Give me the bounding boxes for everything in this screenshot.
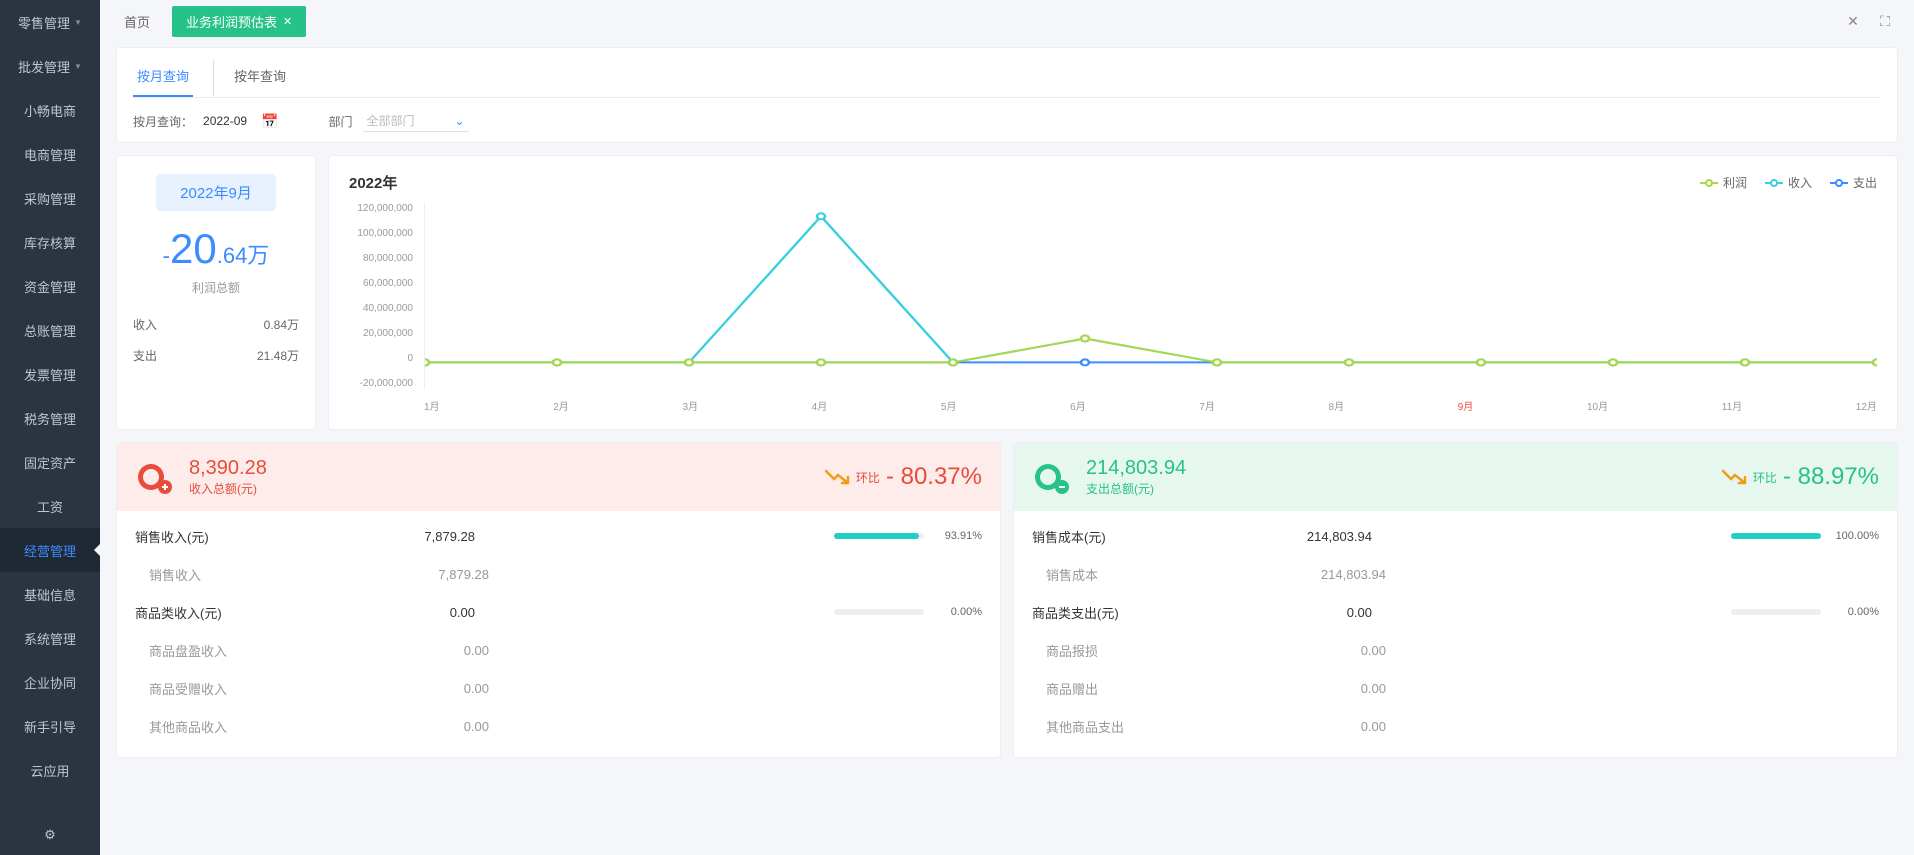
month-filter-label: 按月查询： — [133, 113, 193, 130]
sidebar-item[interactable]: 基础信息 — [0, 572, 100, 616]
chart-x-axis: 1月2月3月4月5月6月7月8月9月10月11月12月 — [424, 398, 1877, 413]
sidebar-item[interactable]: 新手引导 — [0, 704, 100, 748]
query-panel: 按月查询 按年查询 按月查询： 2022-09 📅 部门 全部部门 ⌄ — [116, 47, 1898, 143]
sidebar-item[interactable]: 总账管理 — [0, 308, 100, 352]
query-tab-month[interactable]: 按月查询 — [133, 60, 193, 97]
chevron-down-icon: ⌄ — [455, 114, 465, 128]
summary-panel: 2022年9月 -20.64万 利润总额 收入0.84万 支出21.48万 — [116, 155, 316, 430]
sidebar-item[interactable]: 小畅电商 — [0, 88, 100, 132]
sidebar-item[interactable]: 系统管理 — [0, 616, 100, 660]
month-badge: 2022年9月 — [156, 174, 276, 211]
sidebar-item[interactable]: 云应用 — [0, 748, 100, 792]
sidebar-item[interactable]: 采购管理 — [0, 176, 100, 220]
sidebar-settings[interactable]: ⚙ — [0, 815, 100, 855]
expense-sub: 支出总额(元) — [1086, 480, 1721, 497]
tab-active[interactable]: 业务利润预估表 ✕ — [172, 6, 306, 37]
fullscreen-icon[interactable]: ⛶ — [1874, 11, 1896, 33]
income-icon — [135, 457, 175, 497]
profit-total: -20.64万 — [133, 225, 299, 273]
income-sub: 收入总额(元) — [189, 480, 824, 497]
detail-row: 其他商品支出0.00 — [1032, 707, 1879, 745]
gear-icon: ⚙ — [44, 827, 56, 843]
calendar-icon[interactable]: 📅 — [261, 113, 278, 130]
expense-icon — [1032, 457, 1072, 497]
income-amount: 8,390.28 — [189, 457, 824, 480]
sidebar-item[interactable]: 电商管理 — [0, 132, 100, 176]
income-panel: 8,390.28 收入总额(元) 环比 - 80.37% — [116, 442, 1001, 758]
trend-down-icon — [1721, 467, 1747, 487]
sidebar-item[interactable]: 发票管理 — [0, 352, 100, 396]
detail-row: 销售成本214,803.94 — [1032, 555, 1879, 593]
sidebar: 零售管理批发管理小畅电商电商管理采购管理库存核算资金管理总账管理发票管理税务管理… — [0, 0, 100, 855]
sidebar-item[interactable]: 资金管理 — [0, 264, 100, 308]
sidebar-item[interactable]: 税务管理 — [0, 396, 100, 440]
expense-trend-label: 环比 — [1753, 469, 1777, 486]
tab-active-label: 业务利润预估表 — [186, 12, 277, 31]
detail-row: 商品报损0.00 — [1032, 631, 1879, 669]
detail-row: 商品赠出0.00 — [1032, 669, 1879, 707]
tab-close-icon[interactable]: ✕ — [283, 15, 292, 28]
detail-row: 销售成本(元)214,803.94100.00% — [1032, 517, 1879, 555]
page-tabs: 首页 业务利润预估表 ✕ ✕ ⛶ — [100, 0, 1914, 37]
sidebar-item[interactable]: 固定资产 — [0, 440, 100, 484]
expense-trend-value: - 88.97% — [1783, 463, 1879, 491]
dept-filter-label: 部门 — [329, 113, 353, 130]
detail-row: 商品类支出(元)0.000.00% — [1032, 593, 1879, 631]
detail-row: 商品类收入(元)0.000.00% — [135, 593, 982, 631]
close-all-icon[interactable]: ✕ — [1842, 11, 1864, 33]
legend-item[interactable]: 利润 — [1700, 174, 1747, 191]
detail-row: 商品盘盈收入0.00 — [135, 631, 982, 669]
query-tab-year[interactable]: 按年查询 — [213, 60, 290, 97]
main: 首页 业务利润预估表 ✕ ✕ ⛶ 按月查询 按年查询 按月查询： 2022-09 — [100, 0, 1914, 855]
income-trend-label: 环比 — [856, 469, 880, 486]
chart-title: 2022年 — [349, 172, 397, 193]
expense-panel: 214,803.94 支出总额(元) 环比 - 88.97% — [1013, 442, 1898, 758]
summary-expense: 支出21.48万 — [133, 347, 299, 364]
sidebar-item[interactable]: 零售管理 — [0, 0, 100, 44]
profit-label: 利润总额 — [133, 279, 299, 296]
detail-row: 其他商品收入0.00 — [135, 707, 982, 745]
expense-amount: 214,803.94 — [1086, 457, 1721, 480]
detail-row: 销售收入(元)7,879.2893.91% — [135, 517, 982, 555]
chart-y-axis: 120,000,000100,000,00080,000,00060,000,0… — [349, 203, 419, 389]
sidebar-item[interactable]: 批发管理 — [0, 44, 100, 88]
sidebar-item[interactable]: 工资 — [0, 484, 100, 528]
chart-plot — [424, 203, 1877, 389]
trend-down-icon — [824, 467, 850, 487]
legend-item[interactable]: 收入 — [1765, 174, 1812, 191]
chart-panel: 2022年 利润 收入 支出 120,000,000100,000,00080,00… — [328, 155, 1898, 430]
chart-legend: 利润 收入 支出 — [1700, 174, 1877, 191]
summary-income: 收入0.84万 — [133, 316, 299, 333]
legend-item[interactable]: 支出 — [1830, 174, 1877, 191]
sidebar-item[interactable]: 库存核算 — [0, 220, 100, 264]
month-filter-value[interactable]: 2022-09 — [203, 114, 247, 128]
tab-home[interactable]: 首页 — [110, 6, 164, 37]
detail-row: 销售收入7,879.28 — [135, 555, 982, 593]
sidebar-item[interactable]: 企业协同 — [0, 660, 100, 704]
sidebar-item[interactable]: 经营管理 — [0, 528, 100, 572]
detail-row: 商品受赠收入0.00 — [135, 669, 982, 707]
income-trend-value: - 80.37% — [886, 463, 982, 491]
dept-select[interactable]: 全部部门 ⌄ — [363, 110, 469, 132]
